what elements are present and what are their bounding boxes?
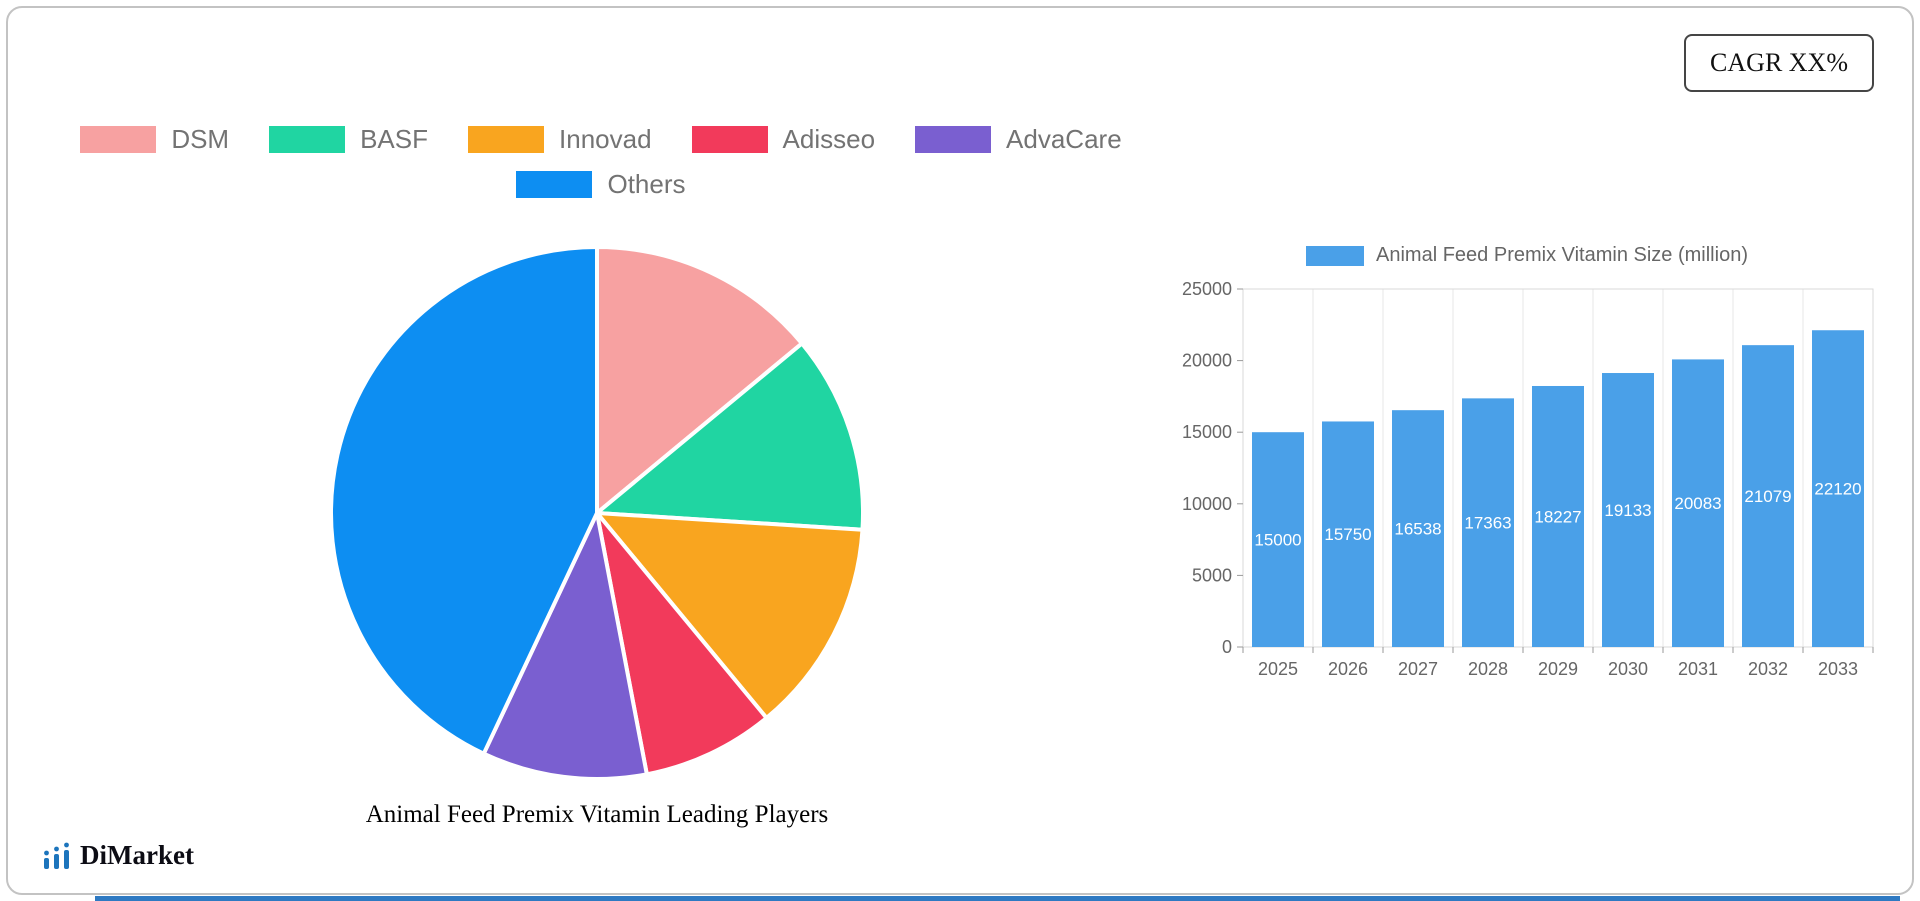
legend-label: Adisseo <box>782 124 876 154</box>
bar-2030 <box>1602 373 1654 647</box>
x-axis-label: 2033 <box>1818 659 1858 679</box>
bar-chart-container: Animal Feed Premix Vitamin Size (million… <box>1171 244 1883 694</box>
pie-slice-advacare <box>481 511 649 781</box>
legend-swatch <box>468 126 545 153</box>
legend-swatch <box>915 126 992 153</box>
bar-value-label: 19133 <box>1604 501 1651 520</box>
pie-slice-others <box>329 245 599 756</box>
bar-2032 <box>1742 345 1794 647</box>
pie-chart-title: Animal Feed Premix Vitamin Leading Playe… <box>365 801 829 828</box>
bar-legend-swatch <box>1306 245 1365 266</box>
x-axis-label: 2027 <box>1398 659 1438 679</box>
chart-card: CAGR XX% DSM BASF Innovad Adisseo AdvaCare Ot… <box>6 6 1914 895</box>
x-axis-label: 2029 <box>1538 659 1578 679</box>
bar-2029 <box>1532 385 1584 647</box>
x-axis-label: 2028 <box>1468 659 1508 679</box>
y-axis-tick-label: 20000 <box>1182 351 1232 371</box>
pie-legend-item-basf[interactable]: BASF <box>269 124 428 155</box>
legend-label: Others <box>607 169 686 199</box>
bar-2033 <box>1812 330 1864 647</box>
bottom-accent-bar <box>95 896 1900 901</box>
bar-2025 <box>1252 432 1304 647</box>
legend-label: DSM <box>171 124 230 154</box>
pie-slice-adisseo <box>595 511 769 777</box>
pie-legend-item-innovad[interactable]: Innovad <box>468 124 652 155</box>
pie-slice-basf <box>595 341 865 532</box>
pie-legend-item-others[interactable]: Others <box>516 169 686 200</box>
bar-value-label: 16538 <box>1394 520 1441 539</box>
pie-legend: DSM BASF Innovad Adisseo AdvaCare Others <box>56 124 1146 200</box>
x-axis-label: 2030 <box>1608 659 1648 679</box>
x-axis-label: 2025 <box>1258 659 1298 679</box>
y-axis-tick-label: 25000 <box>1182 279 1232 299</box>
bar-chart: 0 5000 10000 15000 20000 25000 15000 15750 16538… <box>1182 279 1874 679</box>
brand-name: DiMarket <box>80 840 194 870</box>
legend-swatch <box>269 126 346 153</box>
bar-value-label: 15000 <box>1254 531 1301 550</box>
cagr-label: CAGR XX% <box>1710 48 1848 77</box>
bar-legend-item[interactable]: Animal Feed Premix Vitamin Size (million… <box>1306 244 1748 267</box>
bar-value-label: 15750 <box>1324 525 1371 544</box>
brand-logo: DiMarket <box>42 840 194 871</box>
bar-legend: Animal Feed Premix Vitamin Size (million… <box>1171 244 1883 267</box>
bar-2028 <box>1462 398 1514 647</box>
legend-label: BASF <box>360 124 429 154</box>
legend-label: Innovad <box>559 124 652 154</box>
bar-value-label: 22120 <box>1814 480 1861 499</box>
y-axis-tick-label: 5000 <box>1192 565 1232 585</box>
pie-slice-innovad <box>595 511 865 720</box>
pie-slice-dsm <box>595 245 804 515</box>
bar-value-label: 17363 <box>1464 514 1511 533</box>
y-axis-tick-label: 10000 <box>1182 494 1232 514</box>
y-axis-tick-label: 0 <box>1222 637 1232 657</box>
pie-legend-item-advacare[interactable]: AdvaCare <box>915 124 1122 155</box>
legend-label: AdvaCare <box>1006 124 1122 154</box>
bar-2031 <box>1672 359 1724 647</box>
legend-swatch <box>691 126 768 153</box>
bar-2026 <box>1322 421 1374 647</box>
legend-swatch <box>80 126 157 153</box>
dimarket-icon <box>44 842 69 869</box>
bar-legend-label: Animal Feed Premix Vitamin Size (million… <box>1376 244 1748 266</box>
cagr-badge: CAGR XX% <box>1684 34 1874 92</box>
legend-swatch <box>516 171 593 198</box>
bar-value-label: 20083 <box>1674 494 1721 513</box>
bar-value-label: 18227 <box>1534 507 1581 526</box>
y-axis-tick-label: 15000 <box>1182 422 1232 442</box>
pie-chart-container: Animal Feed Premix Vitamin Leading Playe… <box>324 240 870 829</box>
pie-legend-item-adisseo[interactable]: Adisseo <box>691 124 876 155</box>
bar-value-label: 21079 <box>1744 487 1791 506</box>
pie-legend-item-dsm[interactable]: DSM <box>80 124 229 155</box>
x-axis-label: 2032 <box>1748 659 1788 679</box>
x-axis-label: 2031 <box>1678 659 1718 679</box>
bar-2027 <box>1392 410 1444 647</box>
pie-chart <box>329 245 865 781</box>
x-axis-label: 2026 <box>1328 659 1368 679</box>
